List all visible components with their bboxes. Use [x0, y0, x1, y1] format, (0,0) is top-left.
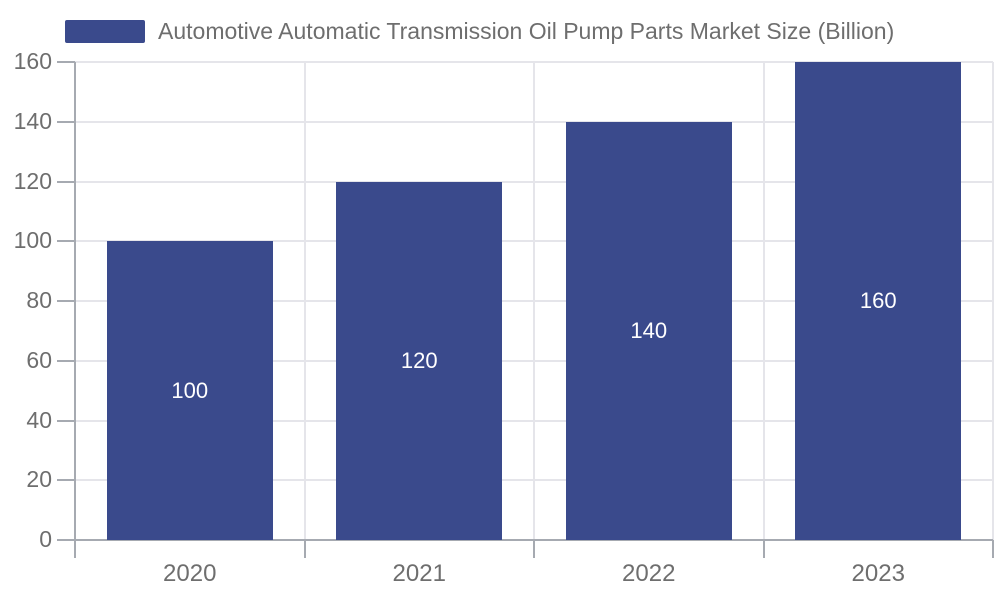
legend-swatch [65, 19, 145, 43]
y-axis-tick-label: 20 [26, 466, 52, 493]
y-axis-tick-label: 0 [39, 526, 52, 552]
x-axis-tick [533, 540, 535, 558]
gridline-vertical [303, 62, 306, 540]
y-axis-tick [57, 180, 75, 183]
y-axis-tick-label: 160 [13, 48, 52, 74]
legend-label: Automotive Automatic Transmission Oil Pu… [158, 18, 895, 44]
y-axis-tick-label: 80 [26, 287, 52, 313]
x-axis-tick [762, 540, 765, 558]
y-axis-tick-label: 120 [13, 167, 52, 194]
bar-value-label: 140 [630, 317, 668, 343]
x-axis-tick [992, 540, 994, 558]
bar[interactable] [336, 181, 503, 540]
legend-item[interactable]: Automotive Automatic Transmission Oil Pu… [65, 17, 894, 45]
x-axis-tick-label: 2021 [392, 560, 446, 587]
y-axis-tick [57, 61, 75, 63]
x-axis-tick-label: 2020 [163, 560, 217, 587]
bar-value-label: 160 [859, 288, 897, 313]
x-axis-tick [303, 540, 306, 558]
y-axis-tick-label: 100 [13, 227, 52, 254]
gridline-vertical [533, 62, 535, 540]
y-axis-tick [57, 359, 75, 362]
y-axis-tick [57, 240, 75, 243]
y-axis-tick-label: 40 [26, 406, 52, 433]
x-axis-tick-label: 2023 [851, 560, 905, 587]
bar[interactable] [795, 62, 962, 540]
y-axis-tick-label: 60 [26, 346, 52, 373]
y-axis-tick [57, 120, 75, 123]
x-axis-line [57, 539, 993, 541]
gridline-vertical [762, 62, 765, 540]
y-axis-tick-label: 140 [13, 107, 52, 134]
x-axis-tick-label: 2022 [622, 560, 676, 587]
y-axis-line [74, 62, 76, 558]
bar[interactable] [565, 121, 732, 540]
y-axis-tick [57, 419, 75, 422]
y-axis-tick [57, 479, 75, 482]
y-axis-tick [57, 300, 75, 302]
bar-value-label: 120 [400, 347, 438, 373]
gridline-vertical [992, 62, 994, 540]
bar[interactable] [106, 241, 273, 540]
bar-value-label: 100 [171, 377, 209, 403]
